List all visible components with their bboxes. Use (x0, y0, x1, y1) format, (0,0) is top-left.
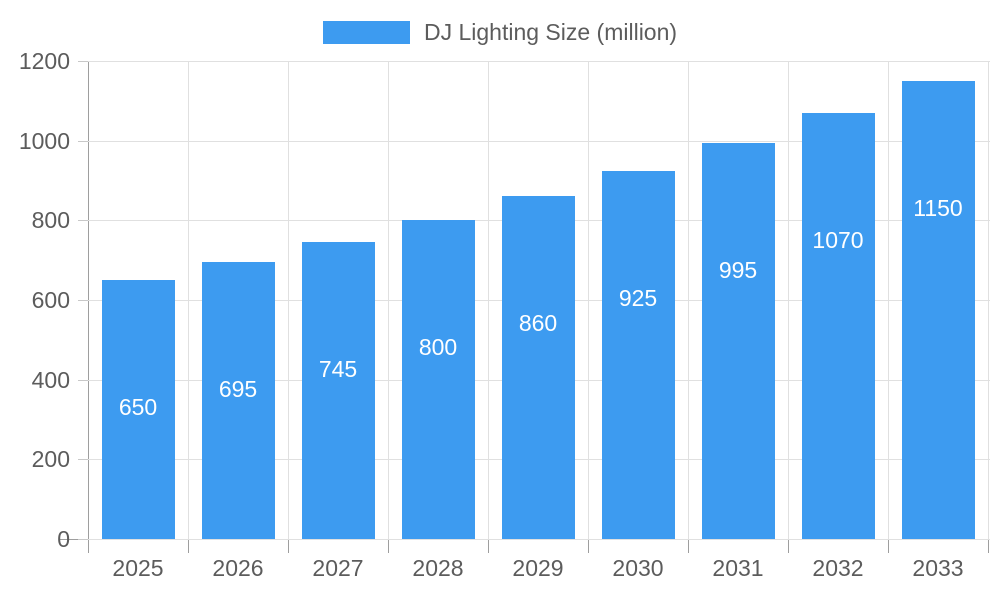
x-axis-label-2026: 2026 (212, 555, 264, 581)
x-axis-label-2025: 2025 (112, 555, 164, 581)
bar-value-label-2030: 925 (618, 284, 658, 311)
bar-2031[interactable] (701, 142, 775, 539)
legend-swatch-dj-lighting-size[interactable] (322, 20, 410, 44)
y-axis-label: 600 (31, 287, 70, 313)
x-axis-tick (888, 540, 889, 553)
y-axis-tick (78, 140, 88, 142)
x-axis-tick (788, 540, 789, 553)
bar-2032[interactable] (801, 112, 875, 539)
x-axis-label-2030: 2030 (612, 555, 664, 581)
bar-2033[interactable] (901, 80, 975, 539)
x-axis-label-2033: 2033 (912, 555, 964, 581)
x-axis-label-2032: 2032 (812, 555, 864, 581)
bar-2027[interactable] (301, 242, 375, 539)
bar-value-label-2032: 1070 (812, 226, 864, 253)
x-axis-tick (988, 540, 989, 553)
bar-value-label-2026: 695 (218, 376, 258, 403)
gridline-vertical (588, 61, 589, 539)
bar-value-label-2031: 995 (718, 256, 758, 283)
y-axis-label: 1200 (18, 48, 70, 74)
x-axis-label-2031: 2031 (712, 555, 764, 581)
x-axis-tick (388, 540, 389, 553)
x-axis-tick (88, 540, 89, 553)
gridline-vertical (888, 61, 889, 539)
x-axis-label-2027: 2027 (312, 555, 364, 581)
legend-label-dj-lighting-size[interactable]: DJ Lighting Size (million) (423, 18, 678, 45)
y-axis-label: 400 (31, 366, 70, 393)
x-axis-tick (188, 540, 189, 553)
x-axis-tick (688, 540, 689, 553)
y-axis-tick (78, 220, 88, 222)
y-axis-label: 800 (31, 207, 70, 234)
y-axis-label: 1000 (18, 127, 70, 154)
bar-2029[interactable] (501, 196, 575, 539)
bar-value-label-2029: 860 (518, 310, 558, 337)
gridline-vertical (188, 61, 189, 539)
chart-legend: DJ Lighting Size (million) (0, 14, 1000, 50)
gridline-vertical (288, 61, 289, 539)
gridline-horizontal (88, 61, 990, 62)
gridline-vertical (788, 61, 789, 539)
gridline-vertical (488, 61, 489, 539)
bar-value-label-2027: 745 (318, 356, 358, 383)
y-axis-label: 200 (31, 446, 70, 473)
x-axis-label-2028: 2028 (412, 555, 464, 581)
y-axis-tick (78, 539, 88, 540)
bar-value-label-2025: 650 (118, 394, 158, 421)
bar-2030[interactable] (601, 170, 675, 539)
gridline-horizontal (88, 140, 990, 142)
gridline-vertical (688, 61, 689, 539)
x-axis-label-2029: 2029 (512, 555, 564, 581)
gridline-horizontal (88, 539, 990, 540)
gridline-vertical (988, 61, 989, 539)
x-axis-tick (488, 540, 489, 553)
bar-2025[interactable] (101, 280, 175, 539)
y-axis-label: 0 (57, 526, 70, 552)
gridline-vertical (388, 61, 389, 539)
x-axis-tick (588, 540, 589, 553)
x-axis-tick (288, 540, 289, 553)
y-axis-tick (78, 61, 88, 62)
bar-2028[interactable] (401, 220, 475, 539)
bar-value-label-2033: 1150 (913, 194, 963, 221)
y-axis-tick (78, 300, 88, 301)
plot-area (88, 61, 990, 540)
bar-value-label-2028: 800 (418, 334, 458, 361)
bar-2026[interactable] (201, 262, 275, 539)
y-axis-tick (78, 459, 88, 461)
y-axis-tick (78, 379, 88, 381)
